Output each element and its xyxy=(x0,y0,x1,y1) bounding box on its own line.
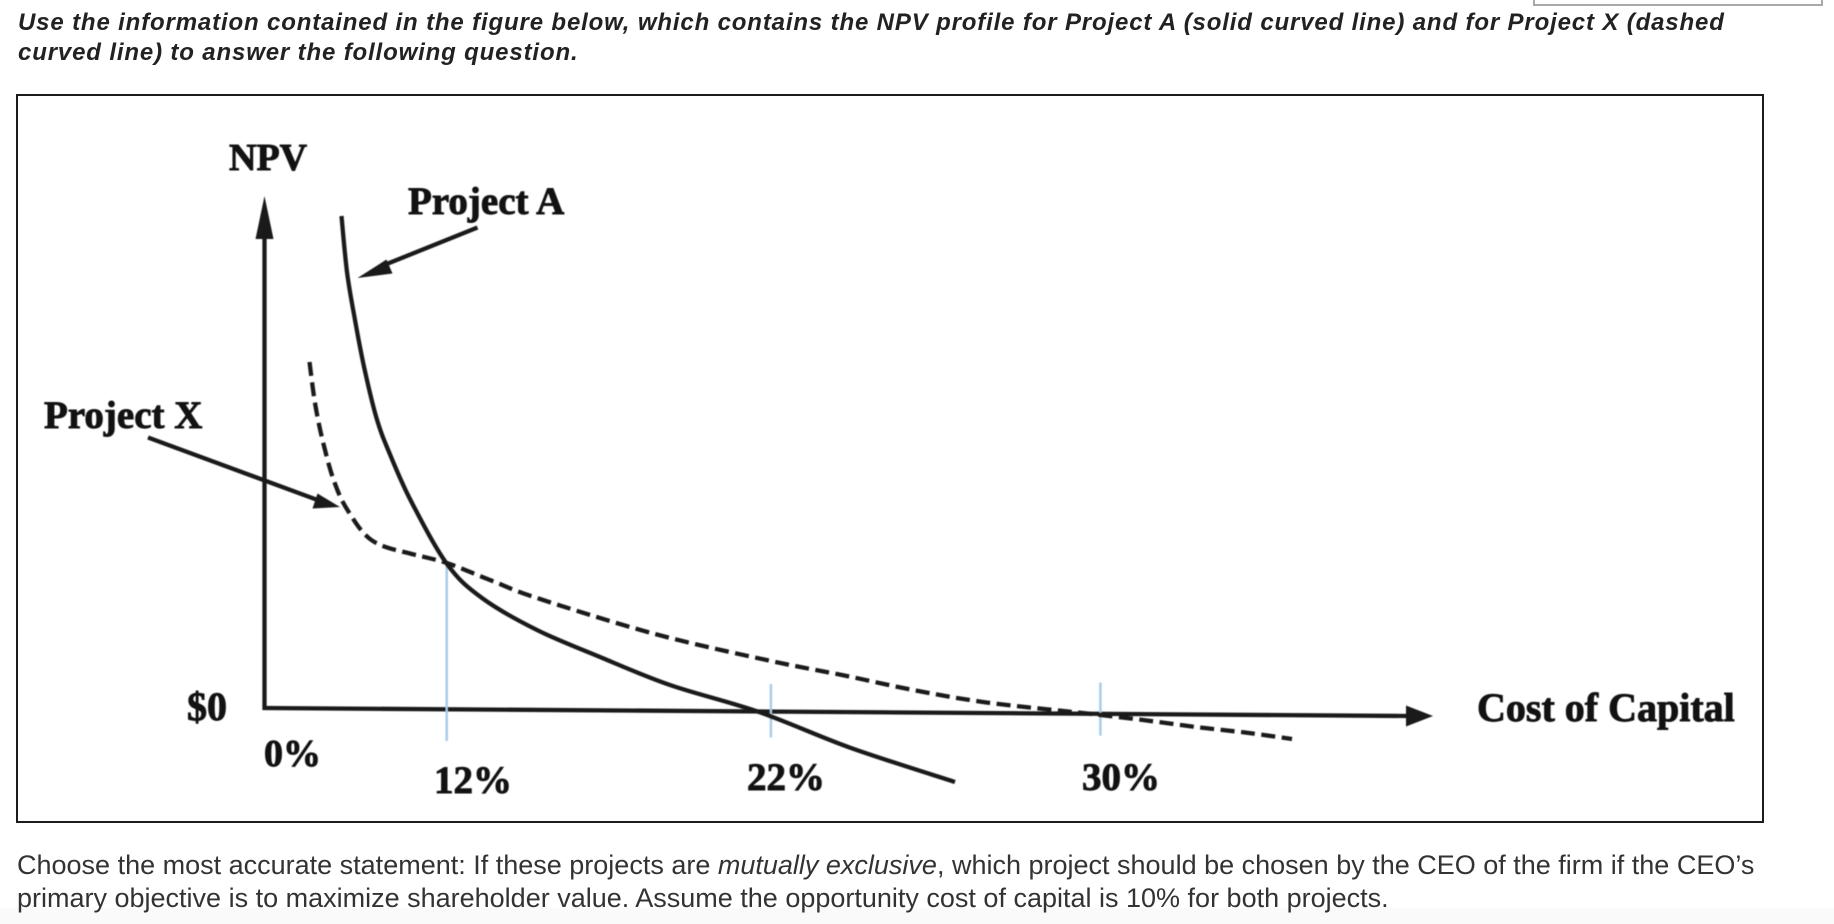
svg-text:Project A: Project A xyxy=(408,180,564,223)
svg-text:12%: 12% xyxy=(434,759,512,802)
svg-text:30%: 30% xyxy=(1082,756,1160,799)
svg-text:$0: $0 xyxy=(187,684,227,729)
svg-text:0%: 0% xyxy=(264,733,321,775)
svg-text:Cost of Capital: Cost of Capital xyxy=(1477,685,1735,730)
svg-text:22%: 22% xyxy=(747,756,825,799)
svg-text:NPV: NPV xyxy=(229,137,308,179)
svg-text:Project X: Project X xyxy=(44,394,202,437)
